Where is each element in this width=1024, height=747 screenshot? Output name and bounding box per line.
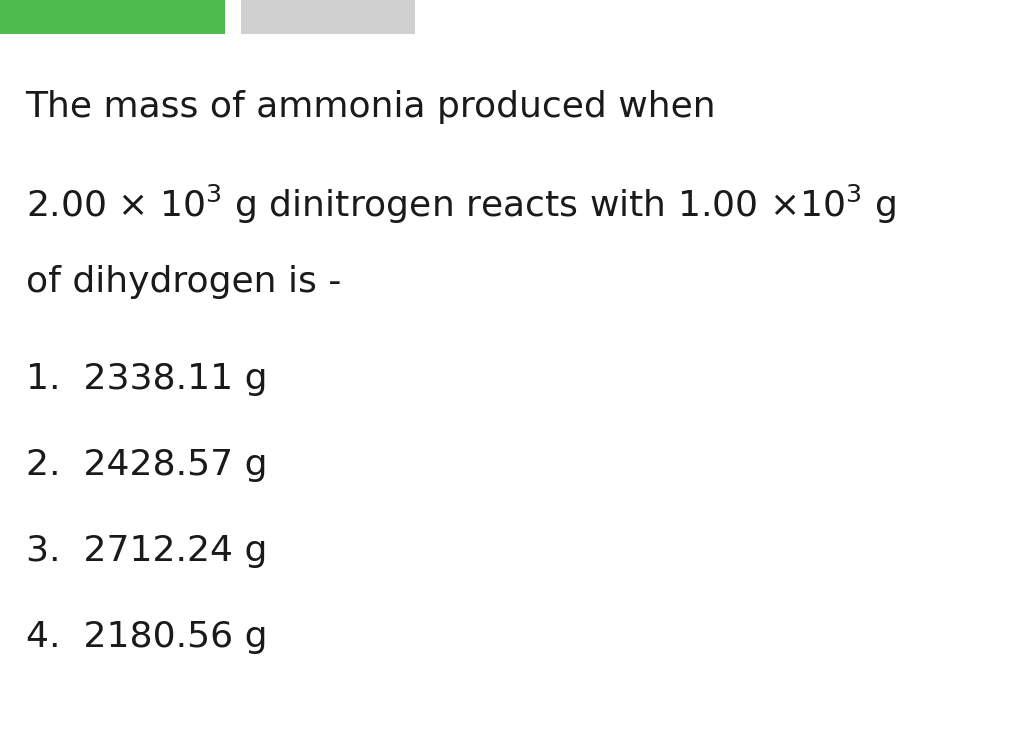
Text: 3.  2712.24 g: 3. 2712.24 g (26, 534, 267, 568)
Text: of dihydrogen is -: of dihydrogen is - (26, 265, 341, 300)
Text: 1.  2338.11 g: 1. 2338.11 g (26, 362, 267, 397)
Text: The mass of ammonia produced when: The mass of ammonia produced when (26, 90, 716, 124)
Text: 2.00 $\times$ 10$^3$ g dinitrogen reacts with 1.00 $\times$10$^3$ g: 2.00 $\times$ 10$^3$ g dinitrogen reacts… (26, 183, 896, 226)
Bar (241, 0, 415, 34)
Text: 4.  2180.56 g: 4. 2180.56 g (26, 620, 267, 654)
Bar (0, 0, 225, 34)
Text: 2.  2428.57 g: 2. 2428.57 g (26, 448, 267, 483)
